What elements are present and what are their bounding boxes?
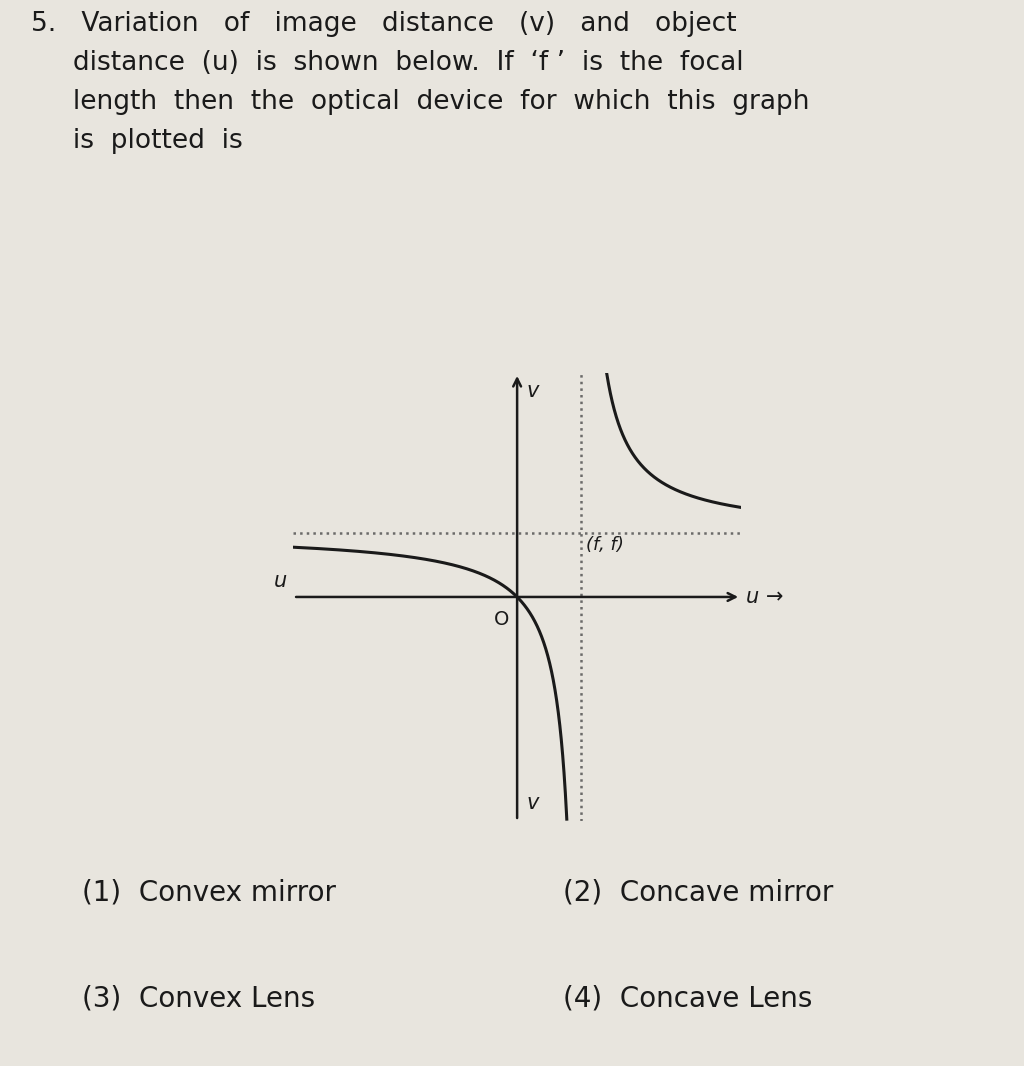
Text: u: u [273,571,287,591]
Text: 5.   Variation   of   image   distance   (v)   and   object
     distance  (u)  : 5. Variation of image distance (v) and o… [31,11,809,154]
Text: (2)  Concave mirror: (2) Concave mirror [563,878,834,906]
Text: u →: u → [746,587,783,607]
Text: (3)  Convex Lens: (3) Convex Lens [82,985,315,1013]
Text: O: O [494,610,510,629]
Text: (1)  Convex mirror: (1) Convex mirror [82,878,336,906]
Text: v: v [526,793,539,813]
Text: (4)  Concave Lens: (4) Concave Lens [563,985,813,1013]
Text: (f, f): (f, f) [586,536,624,554]
Text: v: v [526,381,539,401]
